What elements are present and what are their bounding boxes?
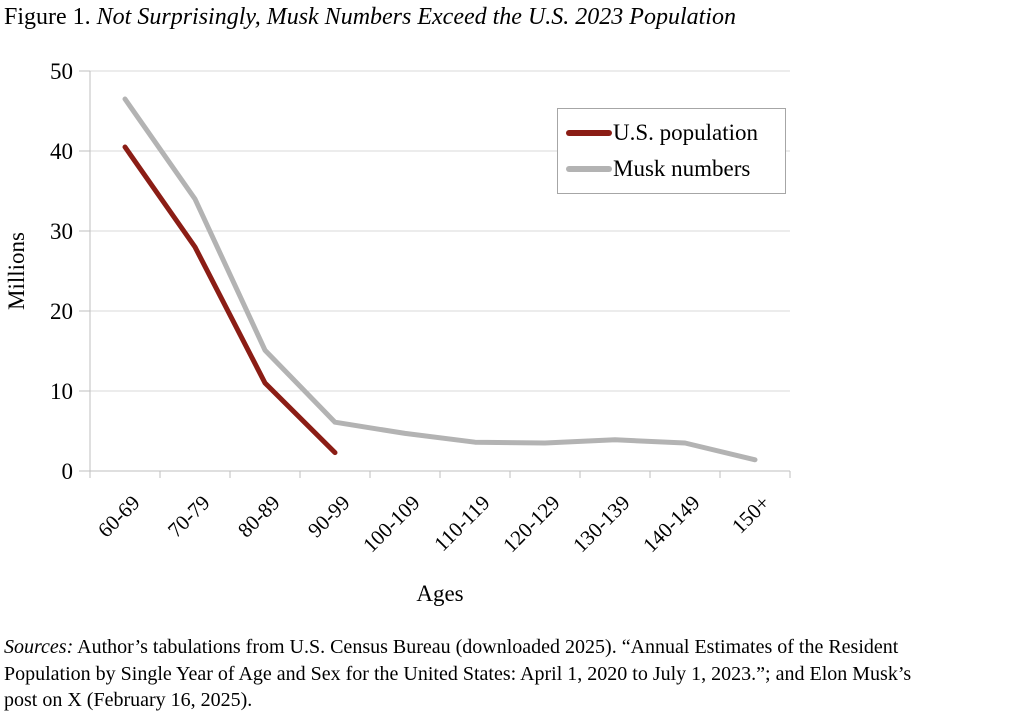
- figure-title-text: Not Surprisingly, Musk Numbers Exceed th…: [96, 4, 736, 30]
- sources-line-1: Author’s tabulations from U.S. Census Bu…: [73, 636, 899, 658]
- y-tick-label: 20: [50, 299, 73, 324]
- x-tick-label: 70-79: [163, 491, 215, 543]
- x-tick-label: 120-129: [498, 491, 564, 557]
- legend-item-musk-numbers: Musk numbers: [566, 156, 785, 182]
- legend-label-us-population: U.S. population: [613, 119, 759, 145]
- x-axis-title: Ages: [416, 581, 463, 606]
- series-line-u-s-population: [122, 144, 338, 456]
- x-tick-label: 110-119: [429, 491, 494, 556]
- sources-line-2: Population by Single Year of Age and Sex…: [4, 662, 912, 685]
- y-tick-label: 50: [50, 59, 73, 84]
- sources-line-3: post on X (February 16, 2025).: [4, 689, 253, 711]
- y-tick-label: 0: [62, 459, 74, 484]
- x-tick-label: 90-99: [303, 491, 355, 543]
- x-tick-label: 150+: [727, 491, 775, 539]
- sources-note: Sources: Author’s tabulations from U.S. …: [4, 634, 1020, 713]
- musk-numbers-line-swatch: [566, 166, 612, 173]
- x-tick-label: 130-139: [568, 491, 634, 557]
- figure-number-label: Figure 1.: [4, 4, 97, 30]
- series-line-musk-numbers: [122, 96, 758, 463]
- us-population-line-swatch: [566, 129, 612, 136]
- x-tick-label: 60-69: [93, 491, 145, 543]
- line-chart: 0 10 20 30 40 50 60-69 70-79 80-89 90-99 100-109 11…: [4, 59, 791, 606]
- y-axis-title: Millions: [4, 232, 29, 310]
- y-tick-label: 40: [50, 139, 73, 164]
- x-tick-label: 80-89: [233, 491, 285, 543]
- y-tick-label: 10: [50, 379, 73, 404]
- x-tick-label: 100-109: [358, 491, 424, 557]
- legend-label-musk-numbers: Musk numbers: [613, 156, 751, 182]
- legend-item-us-population: U.S. population: [566, 120, 785, 146]
- sources-prefix: Sources:: [4, 636, 74, 658]
- chart-legend: U.S. population Musk numbers: [557, 108, 786, 194]
- x-tick-label: 140-149: [638, 491, 704, 557]
- figure-title: Figure 1. Not Surprisingly, Musk Numbers…: [4, 1, 736, 33]
- y-tick-label: 30: [50, 219, 73, 244]
